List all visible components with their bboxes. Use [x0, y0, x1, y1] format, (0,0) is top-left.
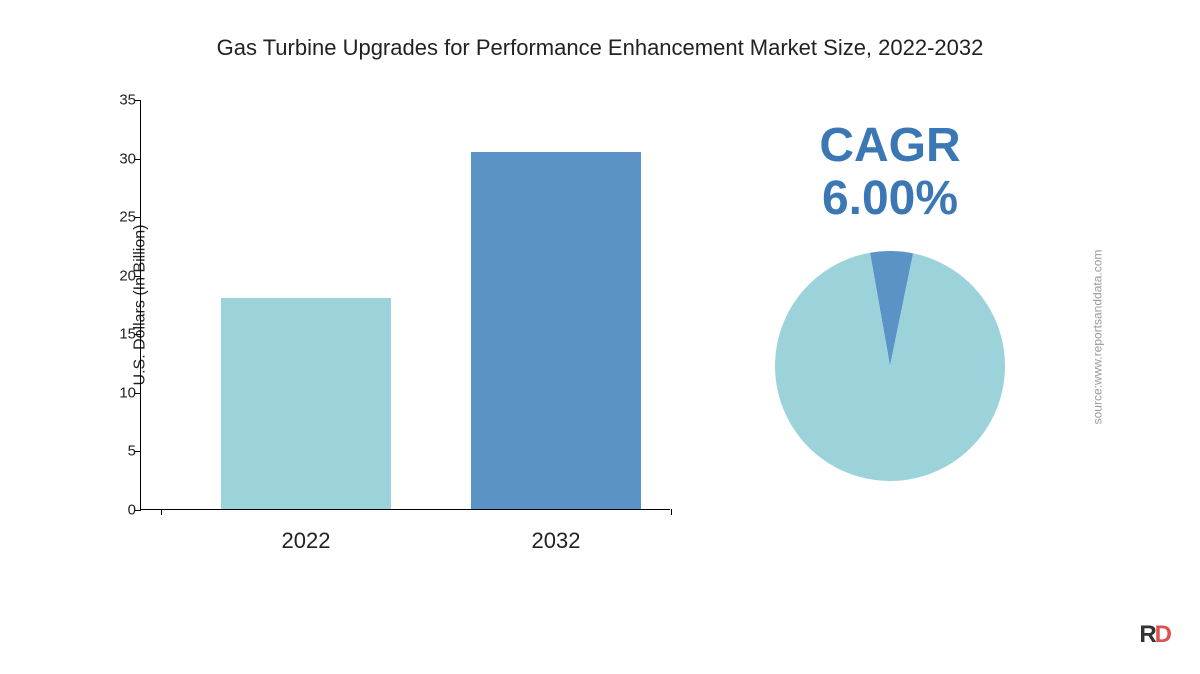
source-text: source:www.reportsanddata.com	[1091, 250, 1105, 425]
y-tick-label: 5	[106, 443, 136, 460]
y-tick-label: 30	[106, 150, 136, 167]
chart-title: Gas Turbine Upgrades for Performance Enh…	[217, 35, 984, 61]
y-tick-mark	[135, 510, 141, 511]
bar	[221, 298, 391, 509]
bar	[471, 152, 641, 509]
plot-area: 0510152025303520222032	[140, 100, 670, 510]
y-tick-mark	[135, 393, 141, 394]
logo-d: D	[1155, 621, 1170, 648]
y-tick-label: 10	[106, 384, 136, 401]
y-tick-mark	[135, 334, 141, 335]
pie-svg	[775, 251, 1005, 481]
x-tick-mark	[671, 509, 672, 515]
cagr-label: CAGR	[740, 120, 1040, 173]
logo: RD	[1139, 621, 1170, 649]
bar-chart: U.S. Dollars (In Billion) 05101520253035…	[140, 100, 670, 510]
y-tick-mark	[135, 451, 141, 452]
y-tick-mark	[135, 159, 141, 160]
y-tick-label: 20	[106, 267, 136, 284]
cagr-value: 6.00%	[740, 173, 1040, 226]
cagr-panel: CAGR 6.00%	[740, 120, 1040, 481]
y-tick-mark	[135, 100, 141, 101]
y-tick-label: 0	[106, 502, 136, 519]
y-tick-label: 35	[106, 92, 136, 109]
y-tick-mark	[135, 276, 141, 277]
y-tick-mark	[135, 217, 141, 218]
y-tick-label: 25	[106, 209, 136, 226]
x-tick-mark	[161, 509, 162, 515]
pie-chart	[740, 251, 1040, 481]
y-tick-label: 15	[106, 326, 136, 343]
x-label: 2022	[282, 528, 331, 554]
x-label: 2032	[532, 528, 581, 554]
logo-r: R	[1139, 621, 1154, 648]
